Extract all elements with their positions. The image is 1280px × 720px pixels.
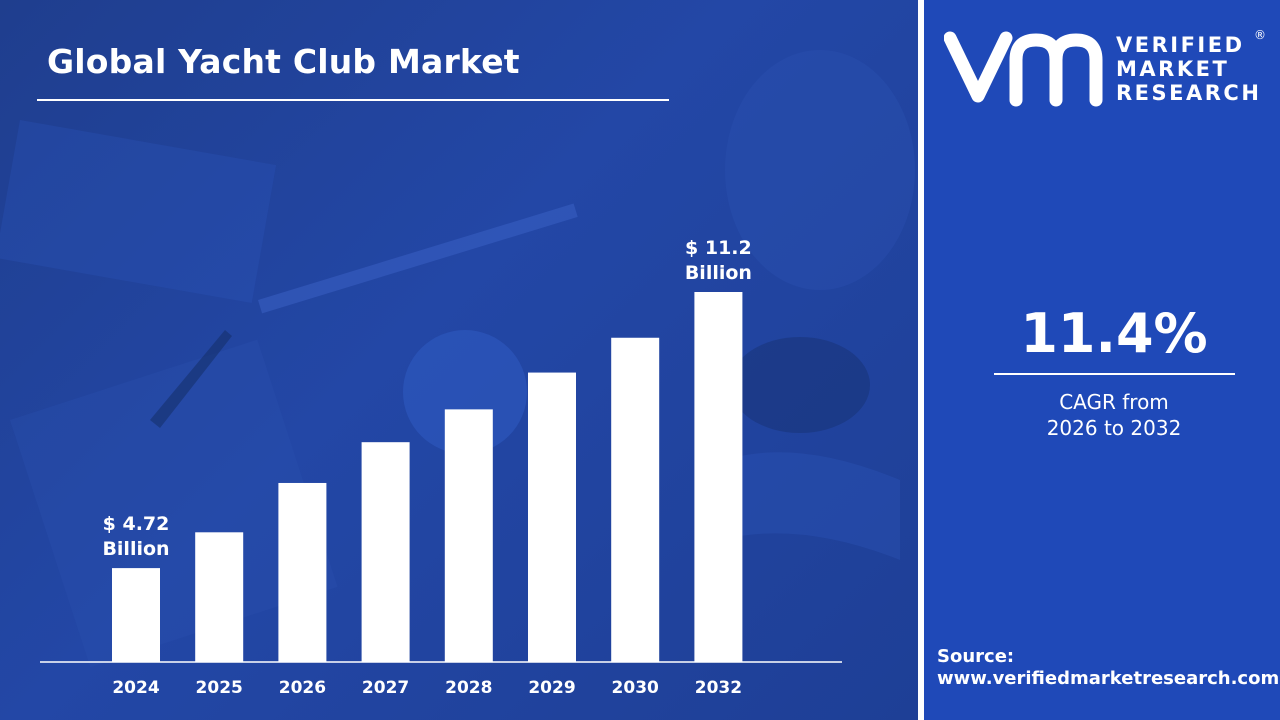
data-label-2032-line2: Billion: [685, 262, 752, 284]
brand-name-line2: MARKET: [1116, 57, 1230, 81]
vmr-logo-icon: [944, 31, 1103, 107]
source-label: Source:: [937, 646, 1015, 667]
x-tick-label-2024: 2024: [112, 678, 159, 698]
brand-name-line3: RESEARCH: [1116, 81, 1262, 105]
summary-panel: [924, 0, 1280, 720]
cagr-caption-line2: 2026 to 2032: [1046, 416, 1182, 440]
bars-group: [112, 292, 743, 662]
bar-2028: [444, 409, 493, 662]
data-label-2024-line1: $ 4.72: [103, 513, 170, 535]
bar-2024: [112, 568, 160, 662]
x-tick-label-2032: 2032: [695, 678, 742, 698]
data-labels-group: $ 4.72 Billion $ 11.2 Billion: [102, 237, 752, 560]
bar-2025: [195, 532, 244, 662]
bar-2029: [528, 372, 576, 662]
bar-2027: [361, 442, 410, 662]
brand-name-line1: VERIFIED: [1116, 33, 1245, 57]
x-tick-labels-group: 2024 2025 2026 2027 2028 2029 2030 2032: [112, 678, 742, 698]
x-tick-label-2027: 2027: [362, 678, 409, 698]
x-tick-label-2026: 2026: [279, 678, 326, 698]
x-tick-label-2025: 2025: [196, 678, 243, 698]
bar-2026: [278, 482, 327, 662]
bar-chart: 2024 2025 2026 2027 2028 2029 2030 2032 $ 4.72 B…: [0, 0, 918, 720]
registered-mark: ®: [1254, 28, 1266, 42]
x-tick-label-2028: 2028: [445, 678, 492, 698]
cagr-divider: [994, 373, 1235, 375]
bar-2032: [694, 292, 743, 662]
source-url[interactable]: www.verifiedmarketresearch.com: [937, 668, 1280, 689]
data-label-2024-line2: Billion: [102, 538, 169, 560]
cagr-value: 11.4%: [1020, 302, 1208, 365]
chart-title: Global Yacht Club Market: [47, 42, 520, 81]
cagr-caption-line1: CAGR from: [1059, 390, 1169, 414]
data-label-2032-line1: $ 11.2: [685, 237, 752, 259]
title-underline: [37, 99, 669, 101]
bar-2030: [611, 337, 660, 662]
x-tick-label-2029: 2029: [528, 678, 575, 698]
x-tick-label-2030: 2030: [612, 678, 659, 698]
